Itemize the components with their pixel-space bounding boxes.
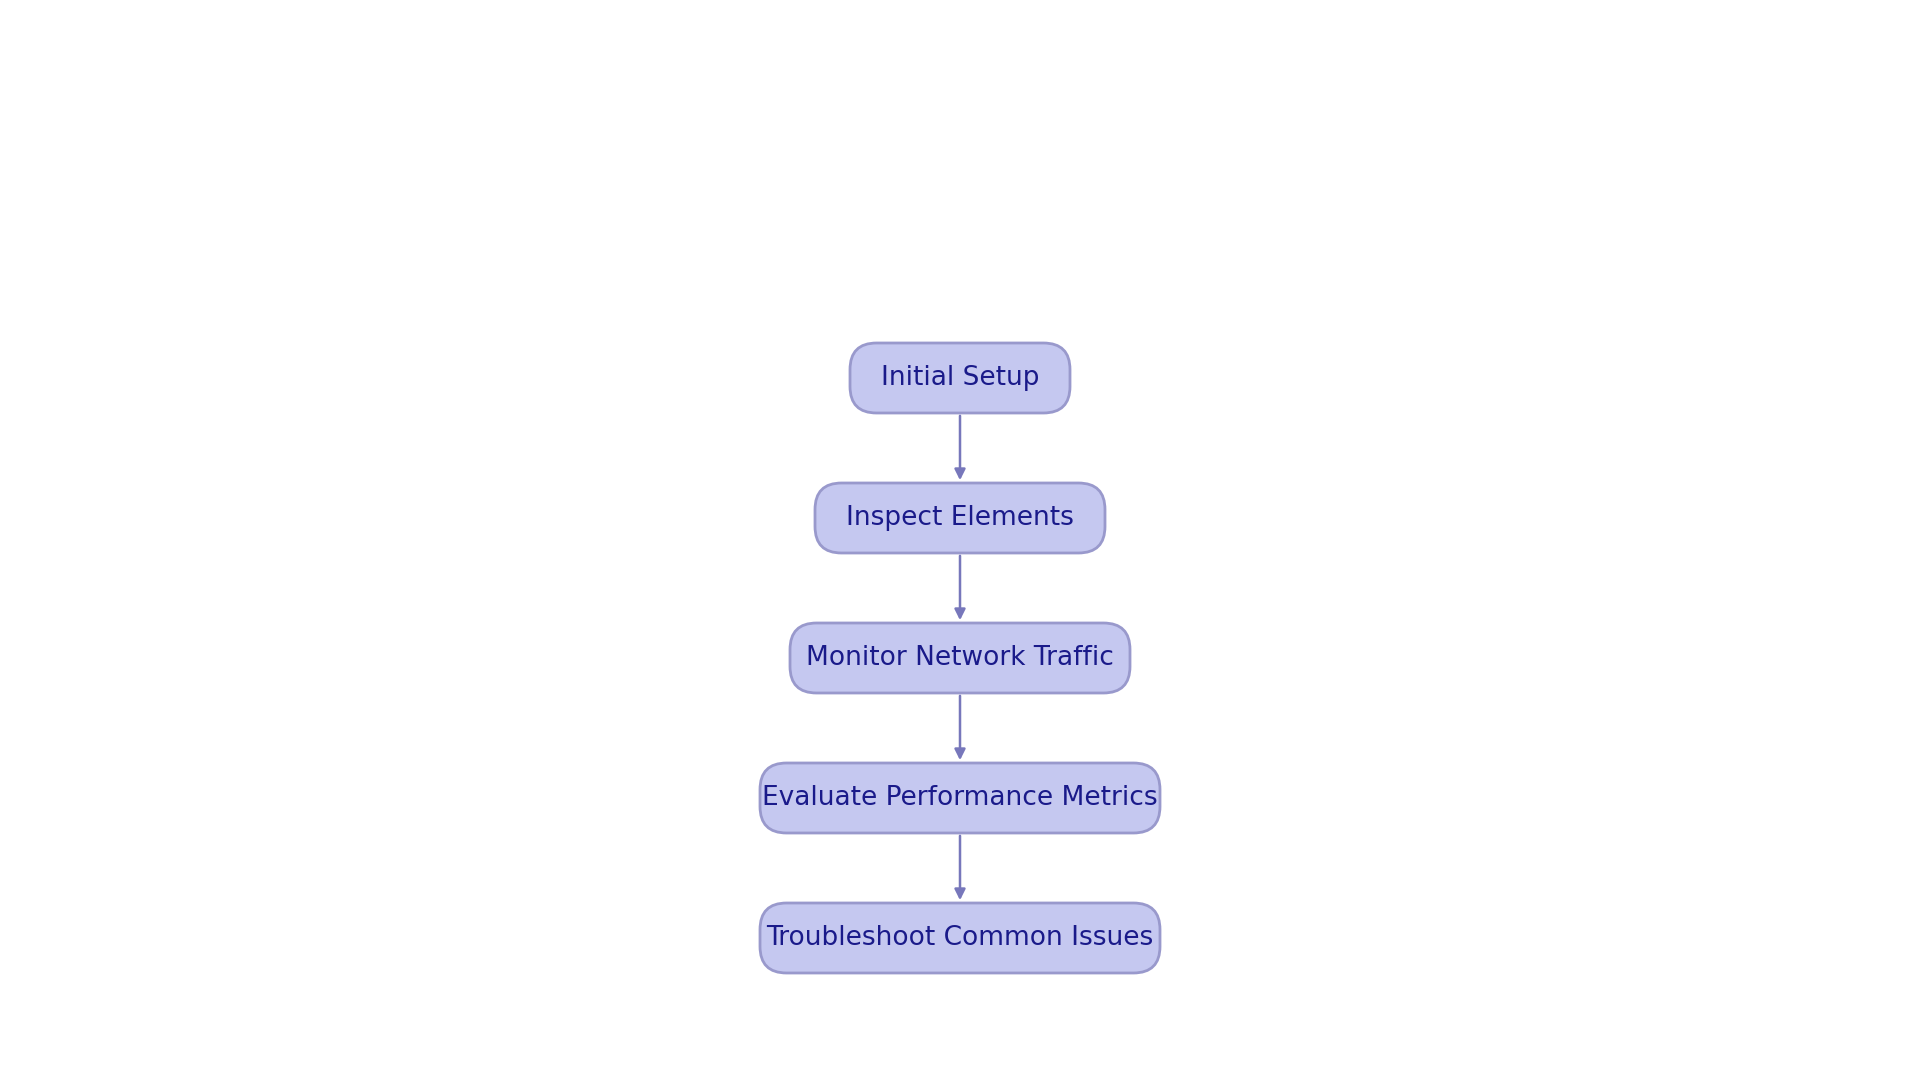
- Text: Initial Setup: Initial Setup: [881, 365, 1039, 391]
- Text: Troubleshoot Common Issues: Troubleshoot Common Issues: [766, 925, 1154, 951]
- FancyBboxPatch shape: [760, 903, 1160, 973]
- FancyBboxPatch shape: [789, 623, 1131, 693]
- Text: Evaluate Performance Metrics: Evaluate Performance Metrics: [762, 785, 1158, 811]
- FancyBboxPatch shape: [760, 764, 1160, 833]
- Text: Monitor Network Traffic: Monitor Network Traffic: [806, 645, 1114, 671]
- FancyBboxPatch shape: [851, 343, 1069, 413]
- Text: Inspect Elements: Inspect Elements: [847, 505, 1073, 531]
- FancyBboxPatch shape: [814, 483, 1106, 553]
